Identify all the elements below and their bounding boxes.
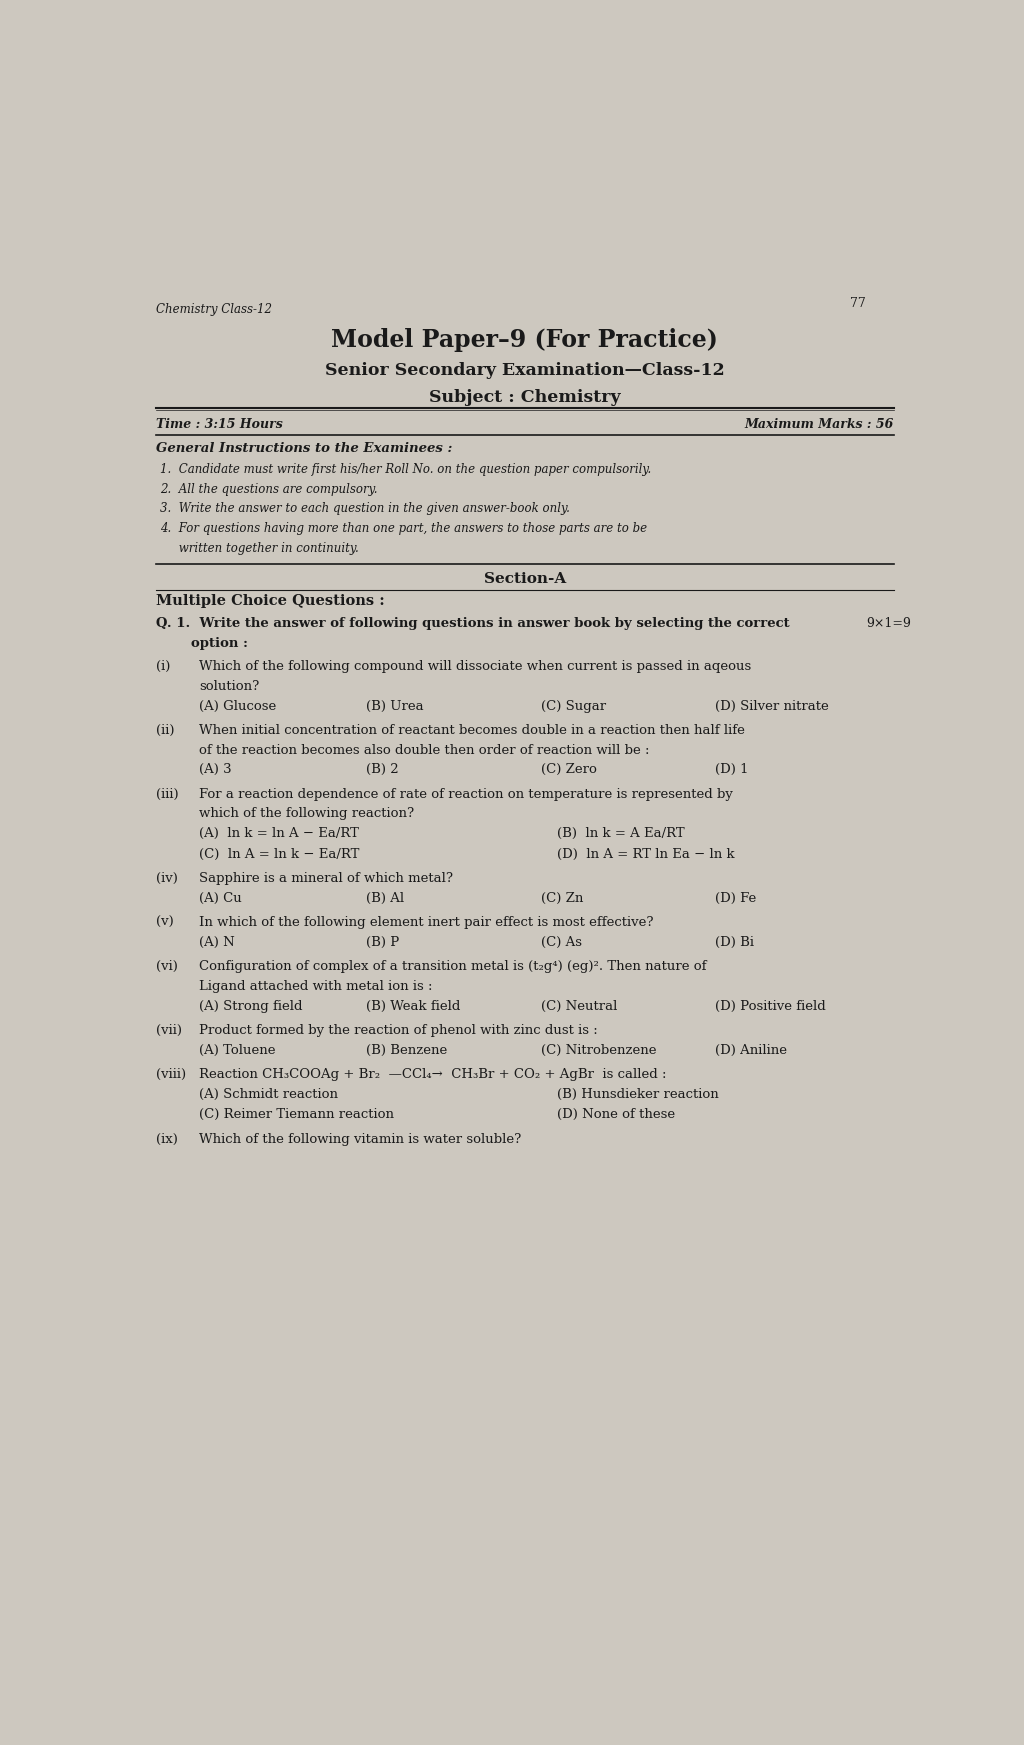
Text: Chemistry Class-12: Chemistry Class-12	[156, 304, 271, 316]
Text: (A) N: (A) N	[200, 935, 236, 949]
Text: which of the following reaction?: which of the following reaction?	[200, 808, 415, 820]
Text: (B) Benzene: (B) Benzene	[367, 1044, 447, 1057]
Text: (iv): (iv)	[156, 872, 177, 885]
Text: option :: option :	[191, 637, 249, 651]
Text: (C) Reimer Tiemann reaction: (C) Reimer Tiemann reaction	[200, 1108, 394, 1122]
Text: (D)  ln A = RT ln Ea − ln k: (D) ln A = RT ln Ea − ln k	[557, 848, 734, 860]
Text: (C) Neutral: (C) Neutral	[541, 1000, 617, 1012]
Text: (B) Al: (B) Al	[367, 892, 404, 906]
Text: (D) Fe: (D) Fe	[715, 892, 757, 906]
Text: (vii): (vii)	[156, 1024, 182, 1037]
Text: Reaction CH₃COOAg + Br₂  —CCl₄→  CH₃Br + CO₂ + AgBr  is called :: Reaction CH₃COOAg + Br₂ —CCl₄→ CH₃Br + C…	[200, 1068, 667, 1080]
Text: (iii): (iii)	[156, 787, 178, 801]
Text: (D) Bi: (D) Bi	[715, 935, 755, 949]
Text: (vi): (vi)	[156, 960, 177, 974]
Text: Which of the following vitamin is water soluble?: Which of the following vitamin is water …	[200, 1133, 521, 1146]
Text: 3.  Write the answer to each question in the given answer-book only.: 3. Write the answer to each question in …	[160, 503, 569, 515]
Text: (A) Strong field: (A) Strong field	[200, 1000, 303, 1012]
Text: (B) Hunsdieker reaction: (B) Hunsdieker reaction	[557, 1087, 718, 1101]
Text: (D) 1: (D) 1	[715, 763, 749, 777]
Text: solution?: solution?	[200, 681, 260, 693]
Text: (C)  ln A = ln k − Ea/RT: (C) ln A = ln k − Ea/RT	[200, 848, 359, 860]
Text: Maximum Marks : 56: Maximum Marks : 56	[744, 419, 894, 431]
Text: (ix): (ix)	[156, 1133, 177, 1146]
Text: Q. 1.  Write the answer of following questions in answer book by selecting the c: Q. 1. Write the answer of following ques…	[156, 618, 790, 630]
Text: (D) None of these: (D) None of these	[557, 1108, 675, 1122]
Text: (viii): (viii)	[156, 1068, 186, 1080]
Text: Subject : Chemistry: Subject : Chemistry	[429, 389, 621, 407]
Text: (C) Zn: (C) Zn	[541, 892, 583, 906]
Text: Which of the following compound will dissociate when current is passed in aqeous: Which of the following compound will dis…	[200, 660, 752, 674]
Text: In which of the following element inert pair effect is most effective?: In which of the following element inert …	[200, 916, 654, 928]
Text: (A) Schmidt reaction: (A) Schmidt reaction	[200, 1087, 338, 1101]
Text: (i): (i)	[156, 660, 170, 674]
Text: 9×1=9: 9×1=9	[866, 618, 911, 630]
Text: (v): (v)	[156, 916, 173, 928]
Text: 77: 77	[850, 297, 866, 309]
Text: Sapphire is a mineral of which metal?: Sapphire is a mineral of which metal?	[200, 872, 454, 885]
Text: of the reaction becomes also double then order of reaction will be :: of the reaction becomes also double then…	[200, 743, 650, 757]
Text: Model Paper–9 (For Practice): Model Paper–9 (For Practice)	[332, 328, 718, 352]
Text: (B)  ln k = A Ea/RT: (B) ln k = A Ea/RT	[557, 827, 684, 839]
Text: (A) 3: (A) 3	[200, 763, 232, 777]
Text: (A) Glucose: (A) Glucose	[200, 700, 276, 712]
Text: (B) Weak field: (B) Weak field	[367, 1000, 461, 1012]
Text: For a reaction dependence of rate of reaction on temperature is represented by: For a reaction dependence of rate of rea…	[200, 787, 733, 801]
Text: When initial concentration of reactant becomes double in a reaction then half li: When initial concentration of reactant b…	[200, 724, 745, 736]
Text: Time : 3:15 Hours: Time : 3:15 Hours	[156, 419, 283, 431]
Text: written together in continuity.: written together in continuity.	[160, 543, 358, 555]
Text: (C) Nitrobenzene: (C) Nitrobenzene	[541, 1044, 656, 1057]
Text: Multiple Choice Questions :: Multiple Choice Questions :	[156, 595, 385, 609]
Text: (A)  ln k = ln A − Ea/RT: (A) ln k = ln A − Ea/RT	[200, 827, 359, 839]
Text: (B) P: (B) P	[367, 935, 399, 949]
Text: (A) Toluene: (A) Toluene	[200, 1044, 275, 1057]
Text: (D) Aniline: (D) Aniline	[715, 1044, 787, 1057]
Text: (B) 2: (B) 2	[367, 763, 398, 777]
Text: (B) Urea: (B) Urea	[367, 700, 424, 712]
Text: 1.  Candidate must write first his/her Roll No. on the question paper compulsori: 1. Candidate must write first his/her Ro…	[160, 462, 651, 476]
Text: General Instructions to the Examinees :: General Instructions to the Examinees :	[156, 441, 453, 455]
Text: (C) Sugar: (C) Sugar	[541, 700, 606, 712]
Text: Ligand attached with metal ion is :: Ligand attached with metal ion is :	[200, 981, 433, 993]
Text: Product formed by the reaction of phenol with zinc dust is :: Product formed by the reaction of phenol…	[200, 1024, 598, 1037]
Text: (D) Positive field: (D) Positive field	[715, 1000, 826, 1012]
Text: Configuration of complex of a transition metal is (t₂g⁴) (eg)². Then nature of: Configuration of complex of a transition…	[200, 960, 707, 974]
Text: (ii): (ii)	[156, 724, 174, 736]
Text: (C) As: (C) As	[541, 935, 582, 949]
Text: (A) Cu: (A) Cu	[200, 892, 242, 906]
Text: Senior Secondary Examination—Class-12: Senior Secondary Examination—Class-12	[325, 361, 725, 379]
Text: Section-A: Section-A	[483, 572, 566, 586]
Text: (D) Silver nitrate: (D) Silver nitrate	[715, 700, 829, 712]
Text: 2.  All the questions are compulsory.: 2. All the questions are compulsory.	[160, 483, 377, 496]
Text: (C) Zero: (C) Zero	[541, 763, 597, 777]
Text: 4.  For questions having more than one part, the answers to those parts are to b: 4. For questions having more than one pa…	[160, 522, 647, 536]
